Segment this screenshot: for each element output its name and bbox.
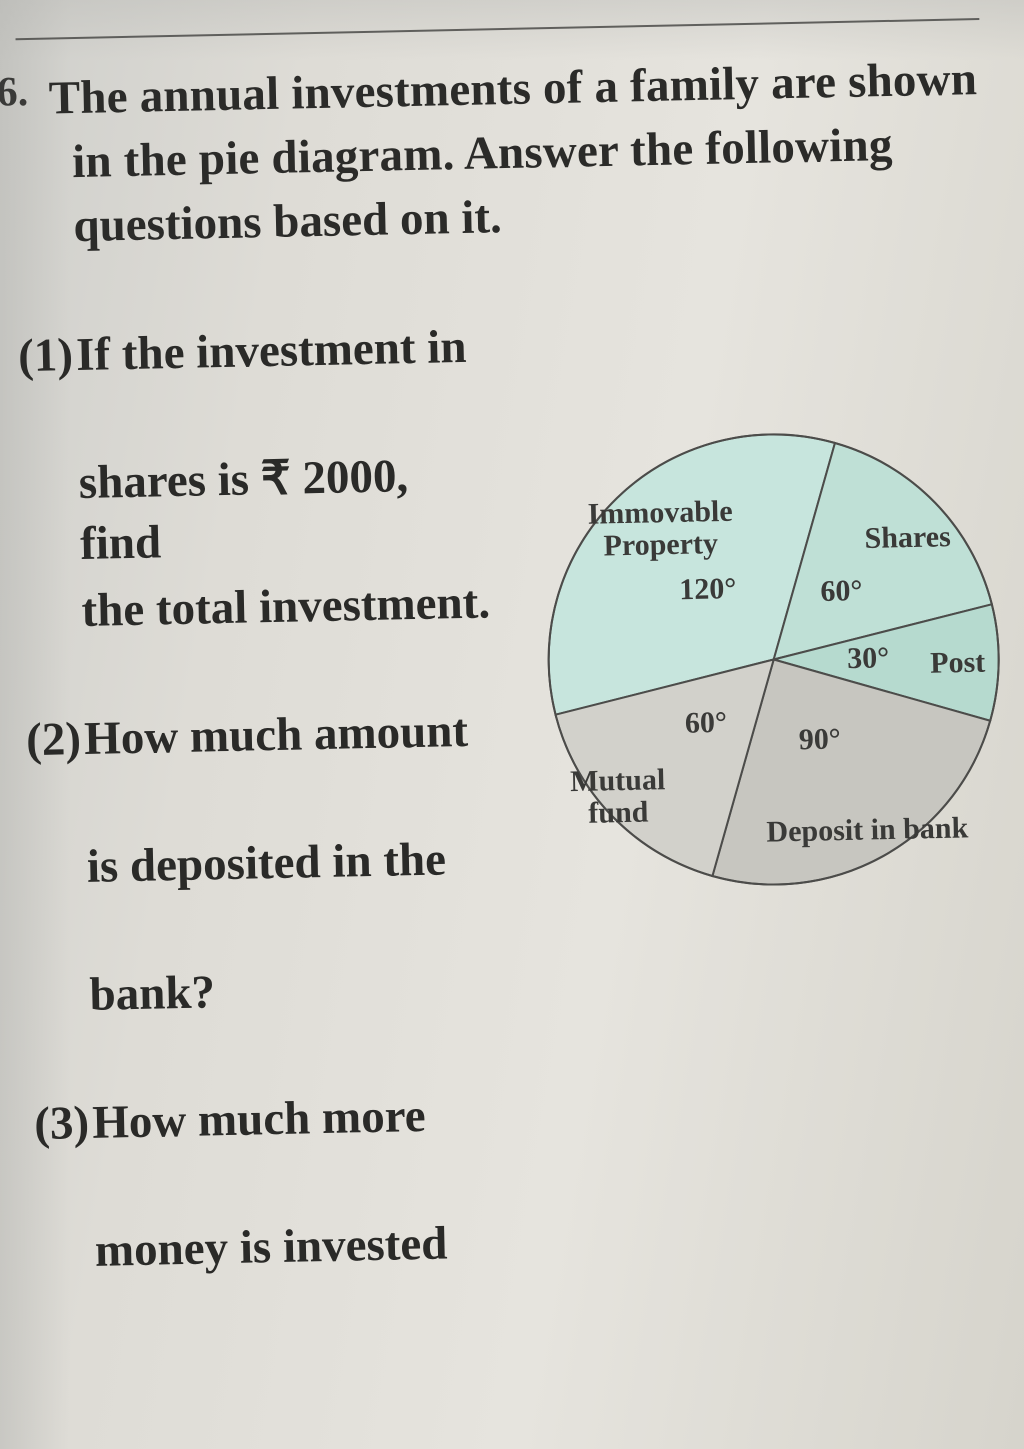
page-photo: 6. The annual investments of a family ar… (0, 0, 1024, 1449)
subq-1: (1) If the investment in (76, 316, 497, 386)
pie-angle-label: 120° (679, 572, 737, 606)
pie-slice-label: Shares (864, 520, 951, 555)
subq-2-line1: How much amount (84, 705, 469, 765)
pie-slice-label: Immovable (587, 495, 733, 531)
subq-2-line3-wrap: bank? (89, 956, 510, 1026)
subq-2-line2-wrap: is deposited in the (86, 828, 507, 898)
subq-3-line2-wrap: money is invested (94, 1212, 515, 1282)
subq-1-line2: shares is ₹ 2000, find (78, 450, 408, 570)
pie-slice-label: Property (603, 527, 718, 562)
pie-slice-label: Deposit in bank (766, 811, 969, 848)
page-content: 6. The annual investments of a family ar… (0, 0, 1024, 1449)
subq-2-line2: is deposited in the (86, 833, 446, 893)
pie-chart: 120° 60° 30° 90° 60° ImmovableProperty Shares P… (534, 420, 1014, 900)
pie-slice-label: fund (588, 796, 649, 830)
pie-angle-label: 60° (685, 706, 728, 740)
pie-angle-label: 60° (820, 574, 863, 608)
subq-1-line2-wrap: shares is ₹ 2000, find (78, 444, 500, 575)
pie-angle-label: 90° (798, 722, 841, 756)
pie-slice-label: Post (930, 646, 986, 680)
subq-2: (2) How much amount (84, 700, 505, 770)
subq-1-number: (1) (18, 325, 74, 387)
top-rule (16, 18, 980, 40)
question-stem-line3: questions based on it. (73, 186, 503, 257)
pie-slice-label: Mutual (570, 763, 666, 798)
subq-3-line2: money is invested (94, 1217, 448, 1276)
pie-angle-label: 30° (847, 641, 890, 675)
subq-1-line3-wrap: the total investment. (81, 572, 502, 642)
subq-1-line3: the total investment. (81, 576, 491, 637)
subq-1-line1: If the investment in (76, 321, 467, 381)
subq-3-number: (3) (34, 1093, 90, 1155)
subq-3-line1: How much more (92, 1090, 426, 1149)
subq-2-number: (2) (26, 709, 82, 771)
subq-3: (3) How much more (92, 1084, 513, 1154)
question-number: 6. (0, 68, 29, 117)
subq-2-line3: bank? (89, 966, 215, 1021)
pie-chart-svg: 120° 60° 30° 90° 60° ImmovableProperty Shares P… (534, 420, 1014, 900)
